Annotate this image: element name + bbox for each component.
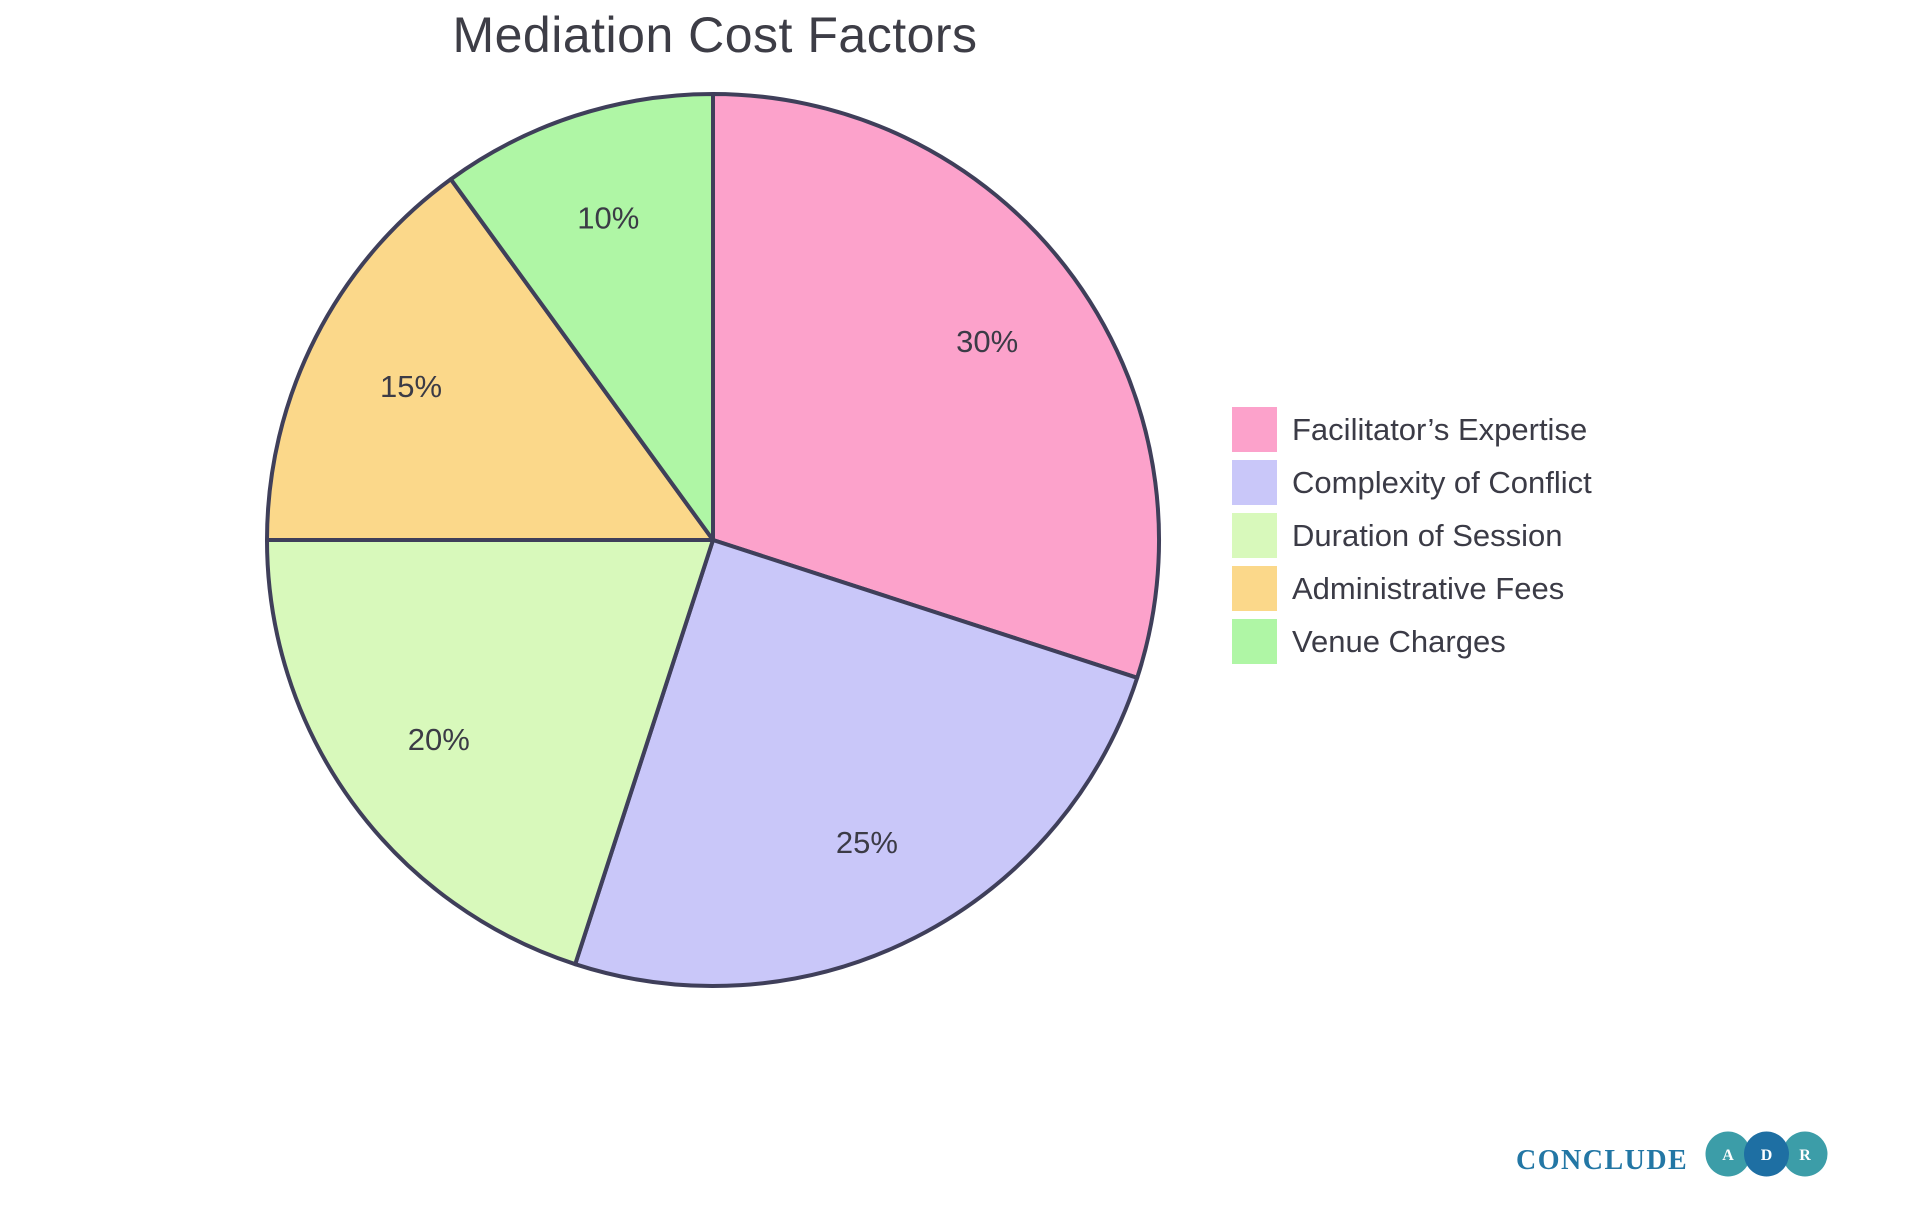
legend-label: Complexity of Conflict bbox=[1292, 464, 1592, 500]
legend-item-1[interactable]: Facilitator’s Expertise bbox=[1232, 407, 1592, 452]
brand-badge-circle-a bbox=[1705, 1131, 1751, 1177]
pie-slice-label-5: 10% bbox=[577, 201, 639, 236]
legend-label: Facilitator’s Expertise bbox=[1292, 411, 1588, 447]
legend-label: Duration of Session bbox=[1292, 517, 1563, 553]
brand-badge-letter-d: D bbox=[1761, 1147, 1773, 1164]
brand-logo[interactable]: CONCLUDE A D R bbox=[1516, 1128, 1830, 1180]
legend-item-5[interactable]: Venue Charges bbox=[1232, 619, 1592, 664]
legend-label: Venue Charges bbox=[1292, 623, 1506, 659]
pie-slice-label-1: 30% bbox=[956, 324, 1018, 359]
brand-wordmark: CONCLUDE bbox=[1516, 1145, 1689, 1176]
pie-slice-5[interactable] bbox=[448, 92, 715, 542]
pie-slice-2[interactable] bbox=[573, 538, 1140, 989]
pie-slice-label-2: 25% bbox=[836, 825, 898, 860]
brand-badge-circle-d bbox=[1744, 1131, 1790, 1177]
legend-item-3[interactable]: Duration of Session bbox=[1232, 513, 1592, 558]
legend-label: Administrative Fees bbox=[1292, 570, 1565, 606]
legend-swatch-icon bbox=[1232, 407, 1277, 452]
legend-swatch-icon bbox=[1232, 619, 1277, 664]
legend-swatch-icon bbox=[1232, 513, 1277, 558]
legend: Facilitator’s Expertise Complexity of Con… bbox=[1232, 407, 1592, 672]
legend-item-2[interactable]: Complexity of Conflict bbox=[1232, 460, 1592, 505]
pie-slice-label-3: 20% bbox=[408, 722, 470, 757]
pie-slice-label-4: 15% bbox=[380, 369, 442, 404]
brand-badge-letter-a: A bbox=[1722, 1147, 1734, 1164]
legend-item-4[interactable]: Administrative Fees bbox=[1232, 566, 1592, 611]
legend-swatch-icon bbox=[1232, 460, 1277, 505]
brand-badge-circle-r bbox=[1782, 1131, 1828, 1177]
pie-slice-3[interactable] bbox=[265, 538, 715, 967]
legend-swatch-icon bbox=[1232, 566, 1277, 611]
pie-slice-1[interactable] bbox=[711, 92, 1162, 680]
chart-title: Mediation Cost Factors bbox=[452, 7, 978, 63]
pie-slice-4[interactable] bbox=[265, 177, 715, 542]
brand-badge-letter-r: R bbox=[1799, 1147, 1811, 1164]
